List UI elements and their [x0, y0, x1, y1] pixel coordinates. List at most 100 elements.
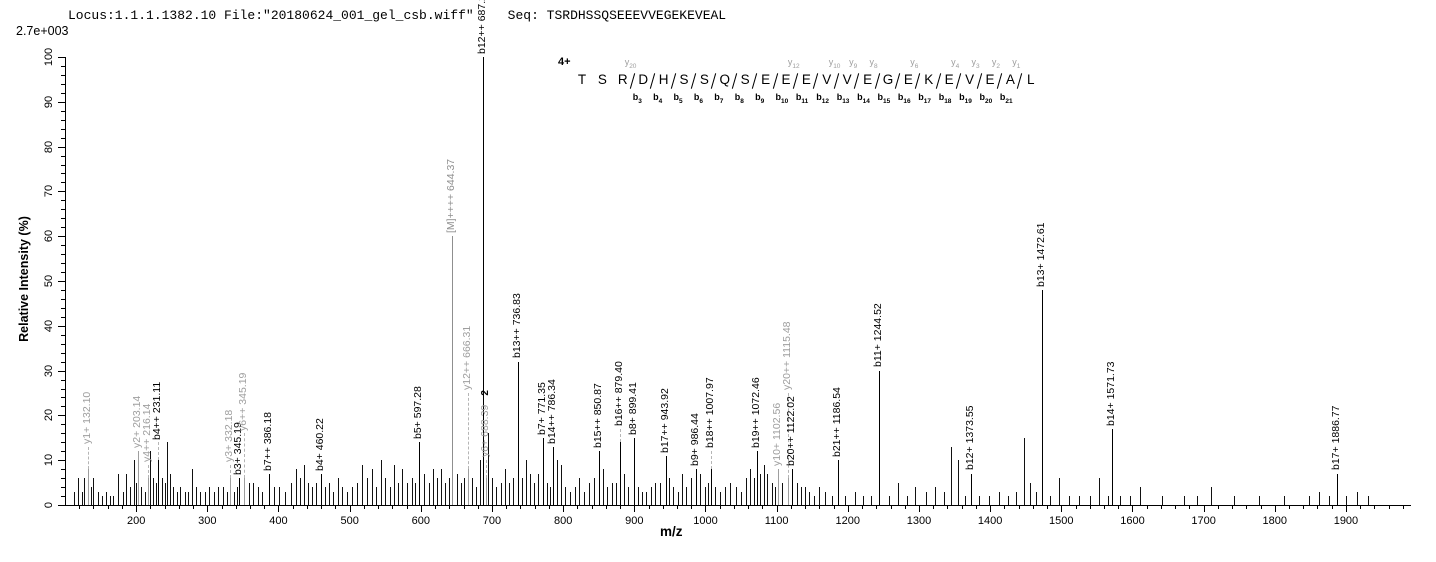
y-minor-tick	[61, 128, 65, 130]
x-minor-tick	[933, 505, 935, 509]
noise-peak	[611, 482, 613, 505]
fragment-peak-line	[665, 455, 667, 505]
noise-peak	[805, 487, 807, 505]
y-major-tick	[58, 57, 65, 58]
noise-peak	[311, 487, 313, 505]
x-major-tick	[847, 505, 849, 512]
residue: A	[1005, 72, 1015, 87]
x-minor-tick	[591, 505, 593, 509]
noise-peak	[126, 473, 128, 505]
noise-peak	[915, 487, 917, 505]
y-major-tick	[58, 281, 65, 282]
noise-peak	[1079, 496, 1081, 505]
x-tick-label: 1300	[906, 515, 932, 527]
x-minor-tick	[1032, 505, 1034, 509]
noise-peak	[673, 487, 675, 505]
y-minor-tick	[61, 451, 65, 453]
x-minor-tick	[1175, 505, 1177, 509]
x-minor-tick	[577, 505, 579, 509]
y-minor-tick	[61, 218, 65, 220]
peak-label: b21++ 1186.54	[831, 387, 844, 457]
fragment-peak-line	[239, 478, 241, 505]
peak-label: b12+ 1373.55	[964, 405, 977, 470]
x-minor-tick	[961, 505, 963, 509]
residue: V	[822, 72, 832, 87]
x-minor-tick	[620, 505, 622, 509]
fragment-peak-line	[468, 469, 469, 505]
noise-peak	[77, 478, 79, 505]
residue: S	[699, 72, 709, 87]
x-tick-label: 700	[482, 515, 502, 527]
noise-peak	[513, 478, 515, 505]
noise-peak	[897, 482, 899, 505]
noise-peak	[958, 460, 960, 505]
x-major-tick	[207, 505, 209, 512]
y-ion-label: y20	[624, 57, 637, 70]
x-tick-label: 1800	[1262, 515, 1288, 527]
y-major-tick	[58, 191, 65, 193]
x-minor-tick	[548, 505, 550, 509]
x-tick-label: 1100	[764, 515, 789, 527]
noise-peak	[299, 478, 301, 505]
peak-label: b7++ 386.18	[261, 412, 274, 471]
noise-peak	[236, 487, 238, 505]
noise-peak	[1328, 496, 1330, 505]
fragment-peak-line	[695, 469, 697, 505]
noise-peak	[1036, 491, 1038, 505]
noise-peak	[411, 478, 413, 505]
y-minor-tick	[61, 442, 65, 444]
peak-label: b4+ 460.22	[314, 418, 327, 471]
noise-peak	[195, 487, 197, 505]
noise-peak	[290, 482, 292, 505]
noise-peak	[118, 473, 120, 505]
peak-label-leader	[87, 446, 89, 470]
x-minor-tick	[648, 505, 650, 509]
x-minor-tick	[178, 505, 180, 509]
y-minor-tick	[61, 245, 65, 247]
x-minor-tick	[520, 505, 522, 509]
b-ion-label: b21	[999, 92, 1013, 105]
noise-peak	[1129, 496, 1131, 505]
noise-peak	[150, 451, 152, 505]
noise-peak	[1357, 491, 1359, 505]
noise-peak	[1196, 496, 1198, 505]
x-minor-tick	[1360, 505, 1362, 509]
b-ion-label: b15	[877, 92, 891, 105]
y-minor-tick	[61, 74, 65, 76]
y-tick-label: 30	[43, 364, 55, 377]
noise-peak	[906, 496, 908, 505]
residue: R	[617, 72, 628, 87]
y-minor-tick	[61, 307, 65, 309]
peak-label: b16++ 879.40	[612, 361, 625, 426]
peak-label: y6++ 345.19	[236, 372, 249, 431]
noise-peak	[441, 469, 443, 505]
noise-peak	[325, 487, 327, 505]
noise-peak	[814, 496, 816, 505]
residue: K	[924, 72, 934, 87]
noise-peak	[593, 478, 595, 505]
noise-peak	[341, 487, 343, 505]
noise-peak	[129, 487, 131, 505]
x-tick-label: 1400	[977, 515, 1003, 527]
noise-peak	[998, 491, 1000, 505]
x-minor-tick	[1118, 505, 1120, 509]
noise-peak	[988, 496, 990, 505]
x-minor-tick	[406, 505, 408, 509]
y-ion-label: y8	[869, 57, 878, 70]
noise-peak	[156, 482, 158, 505]
noise-peak	[529, 473, 531, 505]
noise-peak	[1120, 496, 1122, 505]
noise-peak	[583, 491, 585, 505]
x-minor-tick	[79, 505, 81, 509]
x-minor-tick	[107, 505, 109, 509]
noise-peak	[1308, 496, 1310, 505]
noise-peak	[677, 491, 679, 505]
b-ion-label: b20	[979, 92, 993, 105]
noise-peak	[715, 487, 717, 505]
y-minor-tick	[61, 83, 65, 85]
peak-label: y10+ 1102.56	[771, 402, 784, 466]
fragment-peak-line	[599, 451, 601, 505]
x-minor-tick	[1160, 505, 1162, 509]
fragment-peak-line	[158, 460, 160, 505]
noise-peak	[432, 469, 434, 505]
